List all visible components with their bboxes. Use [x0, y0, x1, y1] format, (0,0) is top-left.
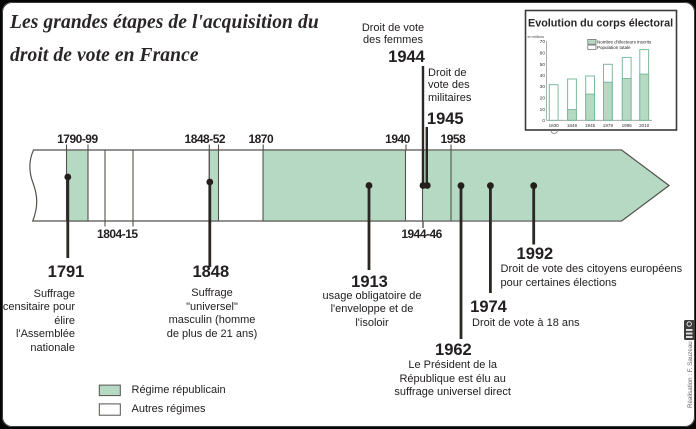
svg-text:1830: 1830	[549, 123, 560, 128]
svg-text:10: 10	[540, 107, 546, 113]
svg-text:0: 0	[542, 118, 545, 124]
svg-text:1945: 1945	[585, 123, 596, 128]
svg-text:20: 20	[540, 95, 546, 101]
svg-text:70: 70	[540, 39, 546, 45]
svg-text:50: 50	[540, 62, 546, 68]
svg-text:60: 60	[540, 51, 546, 57]
svg-text:30: 30	[540, 84, 546, 90]
svg-text:1995: 1995	[622, 123, 633, 128]
svg-text:1978: 1978	[603, 123, 614, 128]
svg-text:Evolution du corps électoral: Evolution du corps électoral	[528, 18, 673, 30]
svg-text:Population totale: Population totale	[597, 45, 631, 50]
svg-text:Nombre d'électeurs inscrits: Nombre d'électeurs inscrits	[597, 39, 652, 44]
svg-text:en millions: en millions	[528, 35, 545, 39]
svg-text:40: 40	[540, 73, 546, 79]
svg-text:1848: 1848	[567, 123, 578, 128]
svg-text:2010: 2010	[639, 123, 650, 128]
